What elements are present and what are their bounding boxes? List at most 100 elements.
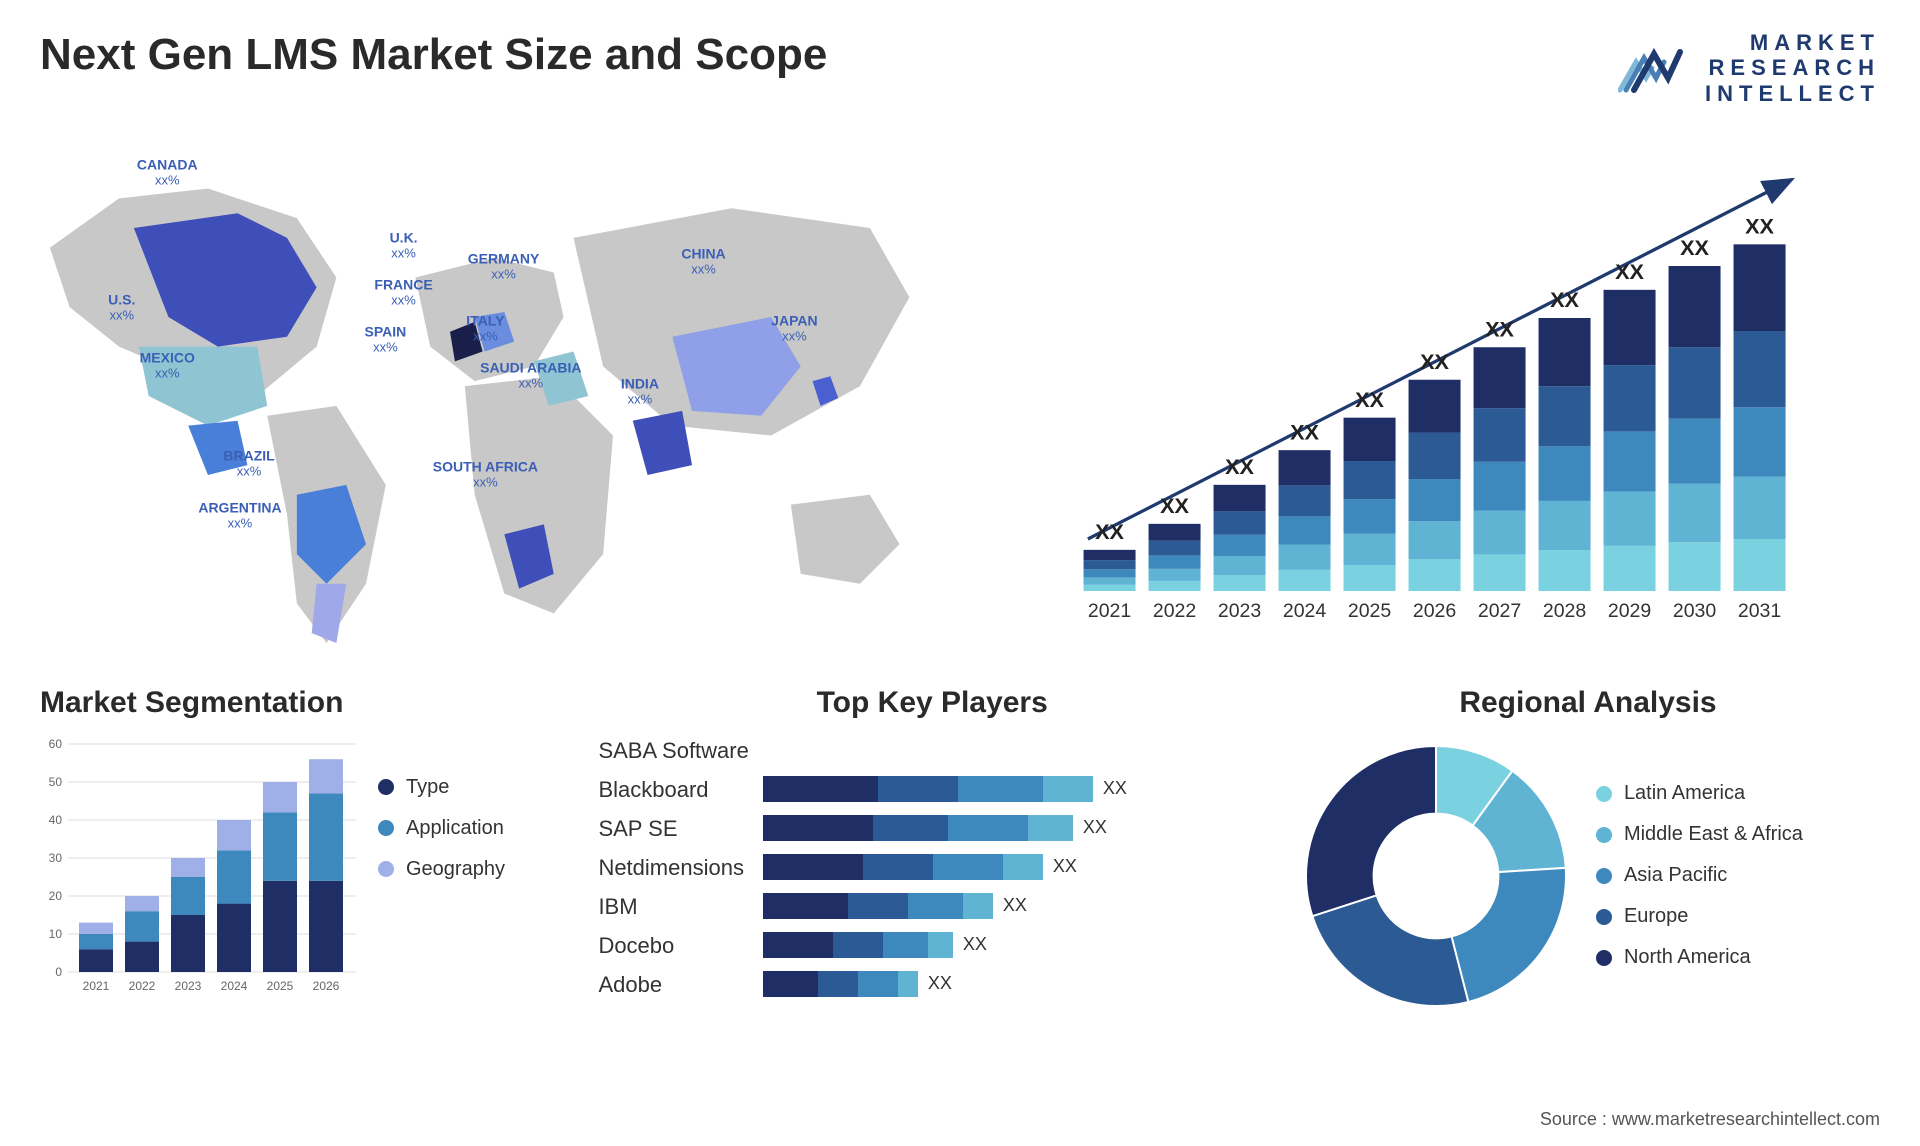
- player-label: SABA Software: [598, 736, 748, 766]
- player-bar: [763, 815, 1073, 841]
- legend-label: Middle East & Africa: [1624, 823, 1803, 846]
- player-bar-row: XX: [763, 852, 1266, 882]
- svg-text:2027: 2027: [1478, 600, 1521, 622]
- player-bar-row: XX: [763, 930, 1266, 960]
- player-bar-seg: [933, 854, 1003, 880]
- player-bar: [763, 776, 1093, 802]
- player-bar-seg: [863, 854, 933, 880]
- svg-text:XX: XX: [1615, 259, 1644, 284]
- svg-text:30: 30: [49, 851, 63, 865]
- legend-label: Latin America: [1624, 782, 1745, 805]
- legend-label: Europe: [1624, 905, 1689, 928]
- regional-panel: Regional Analysis Latin America Middle Ea…: [1296, 686, 1880, 1016]
- legend-swatch: [1596, 950, 1612, 966]
- legend-item: Type: [378, 776, 505, 799]
- svg-text:2023: 2023: [1218, 600, 1261, 622]
- player-bar-seg: [1003, 854, 1043, 880]
- player-label: SAP SE: [598, 814, 748, 844]
- svg-text:2023: 2023: [175, 979, 202, 993]
- segmentation-panel: Market Segmentation 01020304050602021202…: [40, 686, 568, 1016]
- player-bar-seg: [763, 854, 863, 880]
- svg-text:2024: 2024: [221, 979, 248, 993]
- player-bar-seg: [963, 893, 993, 919]
- svg-text:2022: 2022: [129, 979, 156, 993]
- svg-text:2025: 2025: [267, 979, 294, 993]
- svg-text:XX: XX: [1355, 387, 1384, 412]
- logo: MARKET RESEARCH INTELLECT: [1618, 30, 1880, 106]
- logo-icon: [1618, 40, 1693, 95]
- svg-text:2022: 2022: [1153, 600, 1196, 622]
- regional-title: Regional Analysis: [1296, 686, 1880, 720]
- key-players-bars: XXXXXXXXXXXX: [763, 736, 1266, 1000]
- svg-text:XX: XX: [1160, 493, 1189, 518]
- player-label: IBM: [598, 892, 748, 922]
- player-bar-seg: [898, 971, 918, 997]
- player-bar-seg: [958, 776, 1043, 802]
- svg-text:XX: XX: [1485, 316, 1514, 341]
- svg-text:XX: XX: [1550, 287, 1579, 312]
- player-bar-seg: [908, 893, 963, 919]
- svg-text:0: 0: [55, 965, 62, 979]
- legend-label: Application: [406, 817, 504, 840]
- player-value: XX: [1103, 778, 1127, 799]
- svg-text:2031: 2031: [1738, 600, 1781, 622]
- player-value: XX: [928, 973, 952, 994]
- player-bar: [763, 971, 918, 997]
- player-value: XX: [1053, 856, 1077, 877]
- player-bar-seg: [763, 776, 878, 802]
- svg-text:10: 10: [49, 927, 63, 941]
- legend-swatch: [1596, 786, 1612, 802]
- player-bar-seg: [948, 815, 1028, 841]
- svg-text:50: 50: [49, 775, 63, 789]
- source-text: Source : www.marketresearchintellect.com: [1540, 1109, 1880, 1130]
- player-bar-seg: [1043, 776, 1093, 802]
- player-bar-seg: [763, 815, 873, 841]
- player-bar-seg: [873, 815, 948, 841]
- page-title: Next Gen LMS Market Size and Scope: [40, 30, 827, 80]
- key-players-panel: Top Key Players SABA Software Blackboard S…: [598, 686, 1266, 1016]
- legend-swatch: [1596, 909, 1612, 925]
- legend-swatch: [1596, 868, 1612, 884]
- svg-text:2029: 2029: [1608, 600, 1651, 622]
- legend-item: Europe: [1596, 905, 1803, 928]
- player-bar: [763, 854, 1043, 880]
- legend-item: North America: [1596, 946, 1803, 969]
- svg-text:2028: 2028: [1543, 600, 1586, 622]
- svg-text:XX: XX: [1745, 213, 1774, 238]
- svg-text:XX: XX: [1290, 419, 1319, 444]
- player-bar-seg: [928, 932, 953, 958]
- legend-label: Type: [406, 776, 449, 799]
- svg-text:20: 20: [49, 889, 63, 903]
- player-bar-seg: [1028, 815, 1073, 841]
- regional-donut: [1296, 736, 1576, 1016]
- player-value: XX: [963, 934, 987, 955]
- svg-text:2024: 2024: [1283, 600, 1327, 622]
- player-bar-seg: [878, 776, 958, 802]
- logo-line2: RESEARCH: [1705, 55, 1880, 80]
- svg-text:XX: XX: [1225, 454, 1254, 479]
- legend-swatch: [378, 779, 394, 795]
- legend-item: Application: [378, 817, 505, 840]
- svg-text:2026: 2026: [313, 979, 340, 993]
- legend-item: Asia Pacific: [1596, 864, 1803, 887]
- legend-item: Middle East & Africa: [1596, 823, 1803, 846]
- svg-text:40: 40: [49, 813, 63, 827]
- key-players-title: Top Key Players: [598, 686, 1266, 720]
- legend-item: Geography: [378, 858, 505, 881]
- player-bar-row: XX: [763, 774, 1266, 804]
- header: Next Gen LMS Market Size and Scope MARKE…: [40, 30, 1880, 106]
- legend-swatch: [1596, 827, 1612, 843]
- player-bar-seg: [858, 971, 898, 997]
- svg-text:2021: 2021: [83, 979, 110, 993]
- logo-line1: MARKET: [1705, 30, 1880, 55]
- player-bar-seg: [848, 893, 908, 919]
- world-map-panel: CANADAxx%U.S.xx%MEXICOxx%BRAZILxx%ARGENT…: [40, 136, 949, 656]
- svg-text:XX: XX: [1095, 519, 1124, 544]
- player-label: Blackboard: [598, 775, 748, 805]
- svg-text:2025: 2025: [1348, 600, 1392, 622]
- player-value: XX: [1083, 817, 1107, 838]
- logo-line3: INTELLECT: [1705, 81, 1880, 106]
- legend-item: Latin America: [1596, 782, 1803, 805]
- player-bar-seg: [763, 932, 833, 958]
- player-label: Adobe: [598, 970, 748, 1000]
